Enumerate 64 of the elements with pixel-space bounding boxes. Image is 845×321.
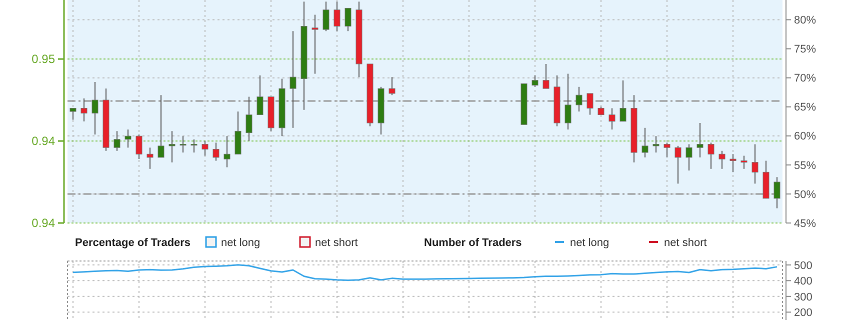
y2-tick-label: 55% [794,160,816,172]
candlestick [696,122,704,158]
candlestick [620,80,626,122]
candlestick [718,150,726,170]
y2-tick-label: 45% [794,218,816,230]
y2-tick-label: 80% [794,14,816,27]
candlestick [664,142,670,158]
candlestick [202,140,208,156]
y2-tick-label: 50% [794,188,816,201]
candlestick [290,30,296,128]
candlestick [652,136,660,153]
candlestick [608,108,616,130]
y2-tick-label: 60% [794,130,816,143]
candlestick [234,111,242,155]
candlestick [158,94,164,158]
candlestick [190,138,198,153]
candlestick [224,136,230,168]
candlestick [542,63,550,90]
y-tick-label: 300 [794,291,812,304]
candlestick [212,142,220,162]
candlestick [774,176,780,209]
legend-label: net long [221,237,260,249]
y-tick-label: 400 [794,276,812,288]
y-tick-label: 500 [794,260,812,272]
candlestick [256,74,264,116]
legend-title: Number of Traders [424,237,522,249]
candlestick [114,130,120,152]
candlestick [180,136,186,153]
legend-label: net long [570,237,610,249]
candlestick [70,108,76,120]
candlestick [586,92,594,116]
candlestick [92,81,98,135]
candlestick [146,147,154,170]
candlestick [334,1,340,32]
candlestick [80,98,88,122]
candlestick [344,8,352,32]
candlestick [686,144,692,172]
candlestick [708,142,714,170]
candlestick [312,14,318,74]
candlestick [168,130,176,163]
y-tick-label: 200 [794,306,812,319]
candlestick [576,86,582,112]
candlestick [532,74,538,88]
candlestick [752,144,758,184]
candlestick [136,134,142,160]
legend-label: net short [664,237,707,249]
line-series [72,264,778,281]
candlestick [388,76,396,96]
candlestick [246,96,252,142]
candlestick [322,1,330,32]
candlestick [642,127,648,158]
y2-tick-label: 75% [794,44,816,56]
y2-tick-label: 70% [794,72,816,85]
candlestick [730,154,736,173]
legend-label: net short [315,237,358,249]
candlestick [740,155,748,170]
y-tick-label: 0.95 [32,52,56,66]
y-tick-label: 0.94 [32,216,56,230]
y2-tick-label: 65% [794,102,816,114]
legend-title: Percentage of Traders [75,237,191,249]
candlestick [564,73,572,130]
candlestick [124,129,132,148]
candlestick [674,145,682,184]
y-tick-label: 0.94 [32,134,56,148]
